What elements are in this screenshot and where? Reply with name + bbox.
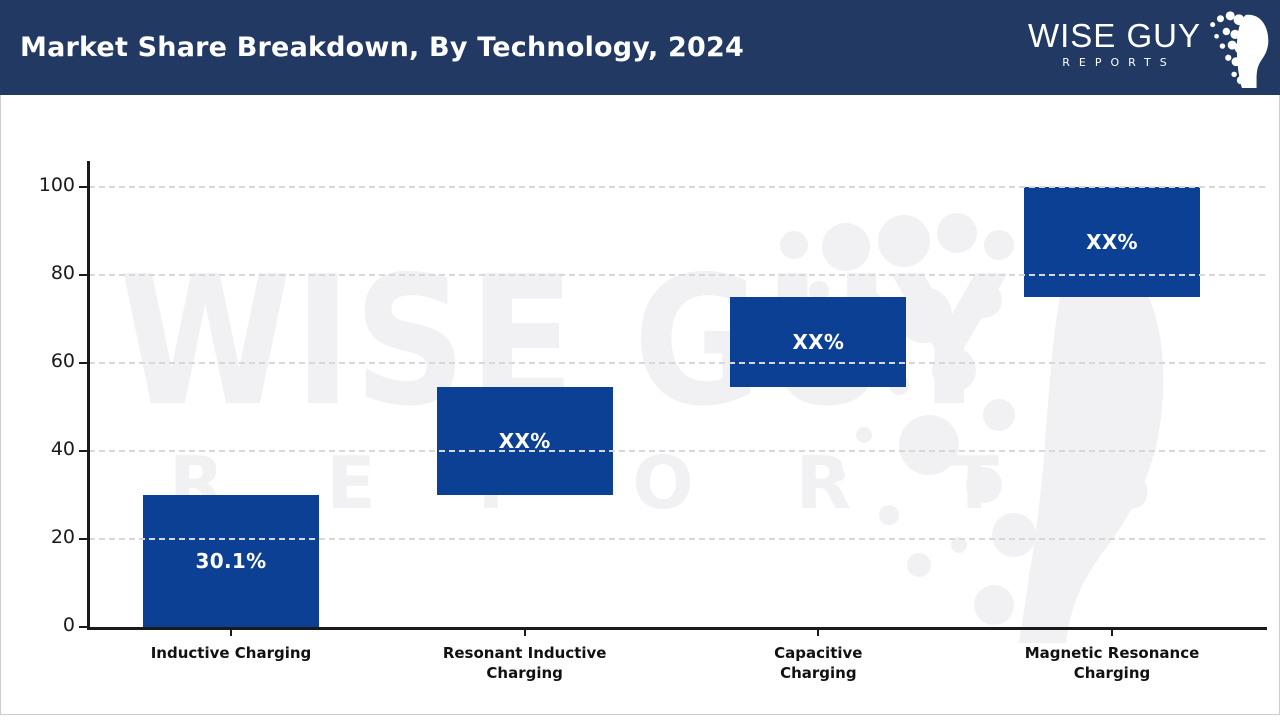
y-tick-label-60: 60: [50, 350, 75, 372]
bar-label-3: XX%: [792, 330, 845, 355]
x-category-label-line: Charging: [780, 664, 857, 682]
gridline-40: [89, 450, 1265, 452]
y-tick-0: [79, 626, 88, 628]
plot-area: WISE GUY REPORTS: [0, 95, 1280, 715]
gridline-20: [89, 538, 1265, 540]
x-category-label-2: Resonant Inductive Charging: [405, 643, 645, 683]
x-tick-1: [230, 629, 232, 636]
logo-subtitle: REPORTS: [1062, 56, 1176, 69]
x-category-label-4: Magnetic Resonance Charging: [992, 643, 1232, 683]
bar-2: [436, 387, 613, 495]
chart-title: Market Share Breakdown, By Technology, 2…: [20, 32, 745, 63]
y-tick-label-0: 0: [62, 614, 75, 636]
wiseguy-logo: WISE GUY REPORTS: [1022, 10, 1272, 88]
y-tick-60: [79, 362, 88, 364]
y-tick-label-80: 80: [50, 262, 75, 284]
y-tick-label-100: 100: [38, 174, 75, 196]
gridline-80: [89, 274, 1265, 276]
bar-label-4: XX%: [1086, 230, 1138, 254]
bar-3: [730, 297, 907, 388]
bar-label-1: 30.1%: [195, 548, 267, 573]
bar-4: [1024, 187, 1200, 297]
x-category-label-line: Magnetic Resonance: [1024, 644, 1200, 662]
watermark-face-icon: [759, 213, 1189, 657]
x-category-label-line: Charging: [486, 664, 563, 682]
x-tick-4: [1111, 629, 1113, 636]
x-category-label-line: Charging: [1073, 664, 1151, 682]
wiseguy-face-icon: [1206, 10, 1272, 92]
y-tick-label-20: 20: [50, 526, 75, 548]
y-axis-spine: [87, 161, 90, 629]
x-category-label-line: Capacitive: [774, 644, 863, 662]
gridline-60: [89, 362, 1265, 364]
x-category-label-line: Resonant Inductive: [442, 644, 607, 662]
x-category-label-line: Inductive Charging: [150, 644, 312, 662]
x-tick-3: [817, 629, 820, 636]
x-axis-spine: [87, 627, 1267, 630]
gridline-100: [89, 186, 1265, 188]
x-category-label-3: Capacitive Charging: [698, 643, 938, 683]
x-category-label-1: Inductive Charging: [111, 643, 351, 663]
y-tick-40: [79, 450, 88, 452]
x-tick-2: [523, 629, 526, 636]
bar-label-2: XX%: [498, 428, 551, 453]
logo-wordmark: WISE GUY: [1027, 17, 1202, 54]
header-bar: Market Share Breakdown, By Technology, 2…: [0, 0, 1280, 95]
logo-text: WISE GUY REPORTS: [1022, 17, 1207, 70]
y-tick-20: [79, 538, 88, 540]
y-tick-100: [79, 186, 88, 188]
y-tick-label-40: 40: [50, 438, 75, 460]
bar-1: [143, 494, 319, 627]
y-tick-80: [79, 274, 88, 276]
